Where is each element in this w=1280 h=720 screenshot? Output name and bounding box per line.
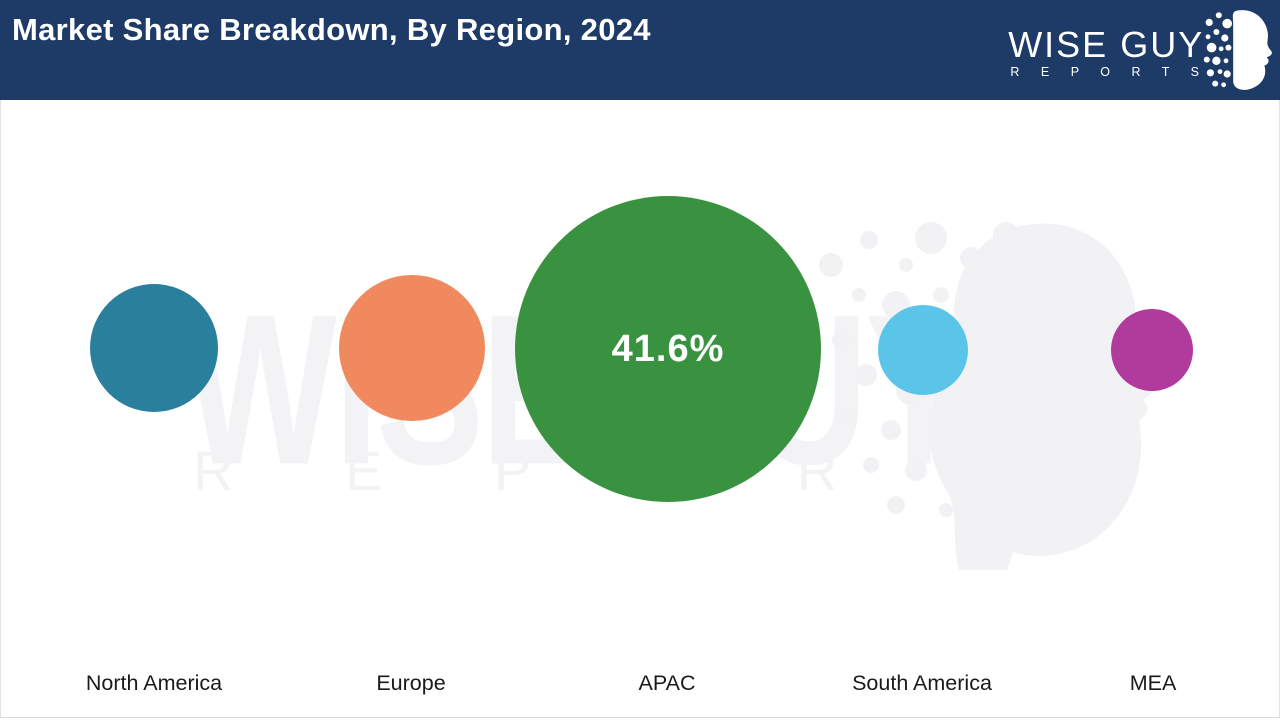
header-bar: Market Share Breakdown, By Region, 2024 … — [0, 0, 1280, 100]
brand-name: WISE GUY — [1008, 23, 1205, 65]
bubble-apac: 41.6% — [515, 196, 821, 502]
bubble-mea — [1111, 309, 1193, 391]
watermark-face-icon — [801, 210, 1171, 575]
category-label-apac: APAC — [638, 671, 696, 695]
category-label-south-america: South America — [852, 671, 992, 695]
bubble-south-america — [878, 305, 968, 395]
category-label-europe: Europe — [376, 671, 446, 695]
brand-face-icon — [1202, 8, 1274, 97]
bubble-value-label: 41.6% — [611, 327, 725, 370]
bubble-europe — [339, 275, 485, 421]
bubble-chart: WISE GUY R E P O R T S 41.6% North — [0, 100, 1280, 718]
bubble-north-america — [90, 284, 218, 412]
brand-logo: WISE GUY R E P O R T S — [1004, 8, 1274, 97]
brand-subtitle: R E P O R T S — [1010, 65, 1208, 80]
page-title: Market Share Breakdown, By Region, 2024 — [12, 12, 651, 47]
category-label-mea: MEA — [1129, 671, 1177, 695]
brand-logo-text: WISE GUY R E P O R T S — [1004, 23, 1208, 80]
category-label-north-america: North America — [85, 671, 223, 695]
